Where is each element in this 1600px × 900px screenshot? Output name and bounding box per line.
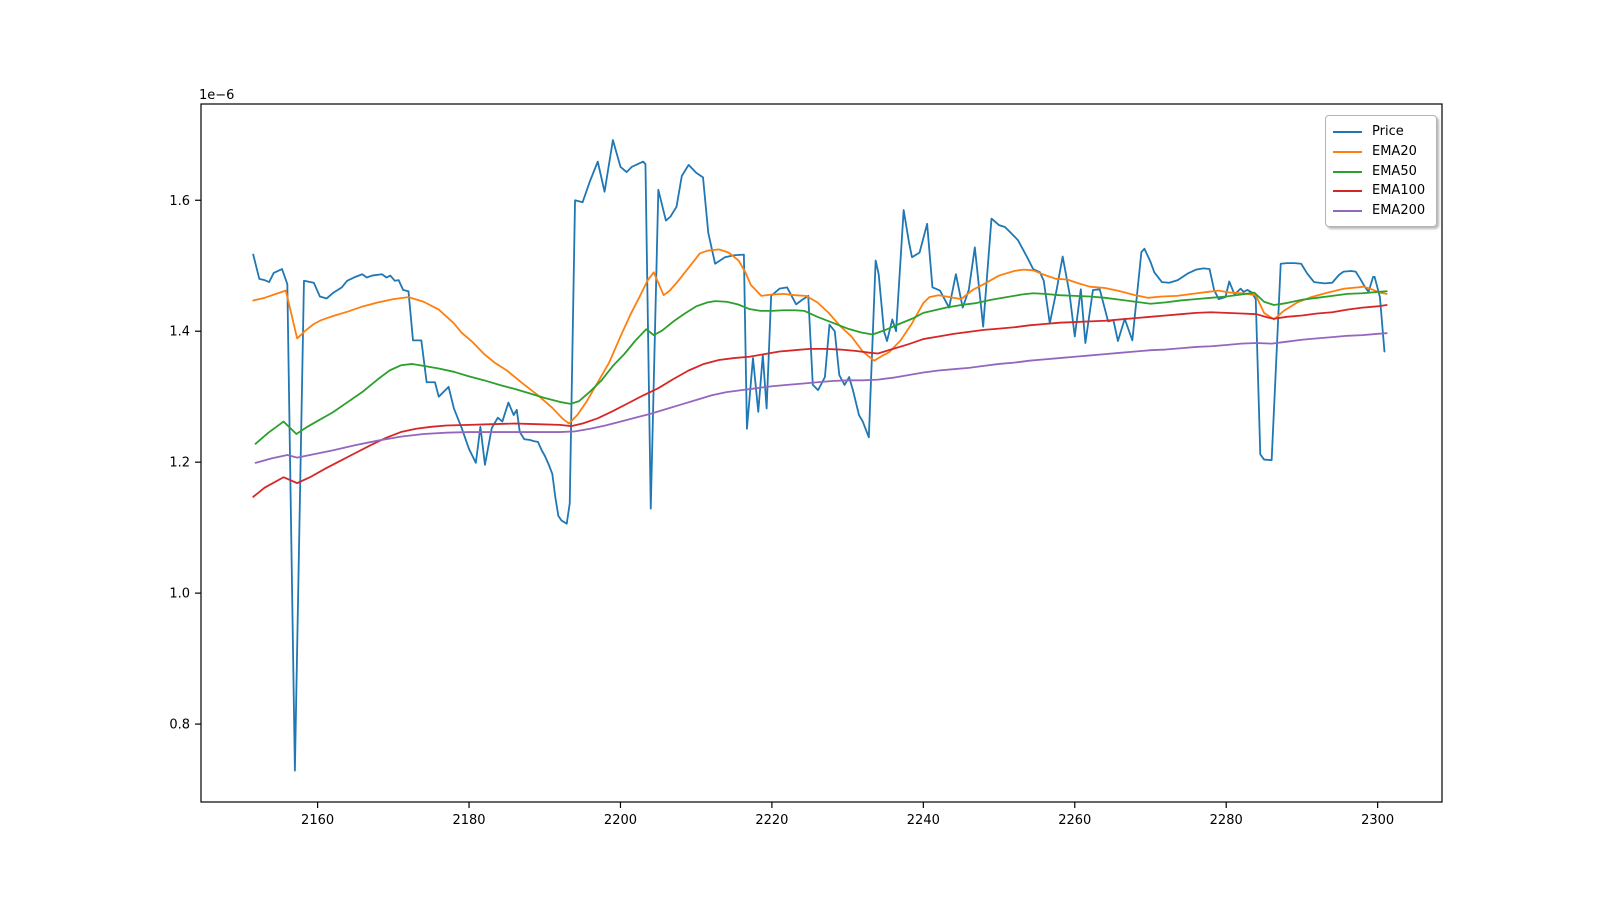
legend-entry-ema200: EMA200 bbox=[1333, 202, 1430, 220]
x-tick-label: 2300 bbox=[1361, 813, 1394, 828]
legend-entry-ema50: EMA50 bbox=[1333, 163, 1430, 181]
legend-label: EMA50 bbox=[1372, 163, 1417, 179]
y-axis-offset-label: 1e−6 bbox=[199, 88, 234, 103]
legend-entry-ema100: EMA100 bbox=[1333, 182, 1430, 200]
x-tick-label: 2160 bbox=[301, 813, 334, 828]
y-tick-label: 1.0 bbox=[169, 587, 190, 602]
legend-line-sample bbox=[1333, 210, 1362, 212]
plot-area bbox=[201, 104, 1442, 802]
x-tick-label: 2200 bbox=[604, 813, 637, 828]
y-tick-label: 1.4 bbox=[169, 325, 190, 340]
x-tick-label: 2180 bbox=[452, 813, 485, 828]
legend-label: Price bbox=[1372, 124, 1404, 139]
legend-line-sample bbox=[1333, 131, 1362, 133]
x-tick-label: 2220 bbox=[755, 813, 788, 828]
legend-line-sample bbox=[1333, 170, 1362, 173]
legend-label: EMA20 bbox=[1372, 143, 1417, 159]
x-tick-label: 2280 bbox=[1210, 813, 1243, 828]
legend-line-sample bbox=[1333, 150, 1362, 153]
legend-line-sample bbox=[1333, 190, 1362, 193]
x-axis-ticks: 2160 2180 2200 2220 2240 2260 2280 2300 bbox=[301, 802, 1394, 828]
legend-entry-ema20: EMA20 bbox=[1333, 143, 1430, 161]
x-tick-label: 2260 bbox=[1058, 813, 1091, 828]
legend: Price EMA20 EMA50 EMA100 EMA200 bbox=[1325, 115, 1437, 227]
series-line-ema20 bbox=[252, 248, 1388, 425]
legend-label: EMA100 bbox=[1372, 183, 1426, 199]
y-tick-label: 1.6 bbox=[169, 194, 190, 209]
series-line-ema200 bbox=[254, 332, 1388, 464]
series-lines bbox=[252, 139, 1388, 772]
series-line-price bbox=[252, 139, 1386, 772]
axes-spines bbox=[200, 103, 1443, 803]
series-line-ema50 bbox=[254, 290, 1388, 445]
y-axis-ticks: 0.8 1.0 1.2 1.4 1.6 bbox=[169, 194, 201, 733]
series-line-ema100 bbox=[252, 304, 1388, 498]
y-tick-label: 1.2 bbox=[169, 456, 190, 471]
x-tick-label: 2240 bbox=[907, 813, 940, 828]
y-tick-label: 0.8 bbox=[169, 718, 190, 733]
legend-entry-price: Price bbox=[1333, 123, 1430, 141]
legend-label: EMA200 bbox=[1372, 203, 1426, 218]
